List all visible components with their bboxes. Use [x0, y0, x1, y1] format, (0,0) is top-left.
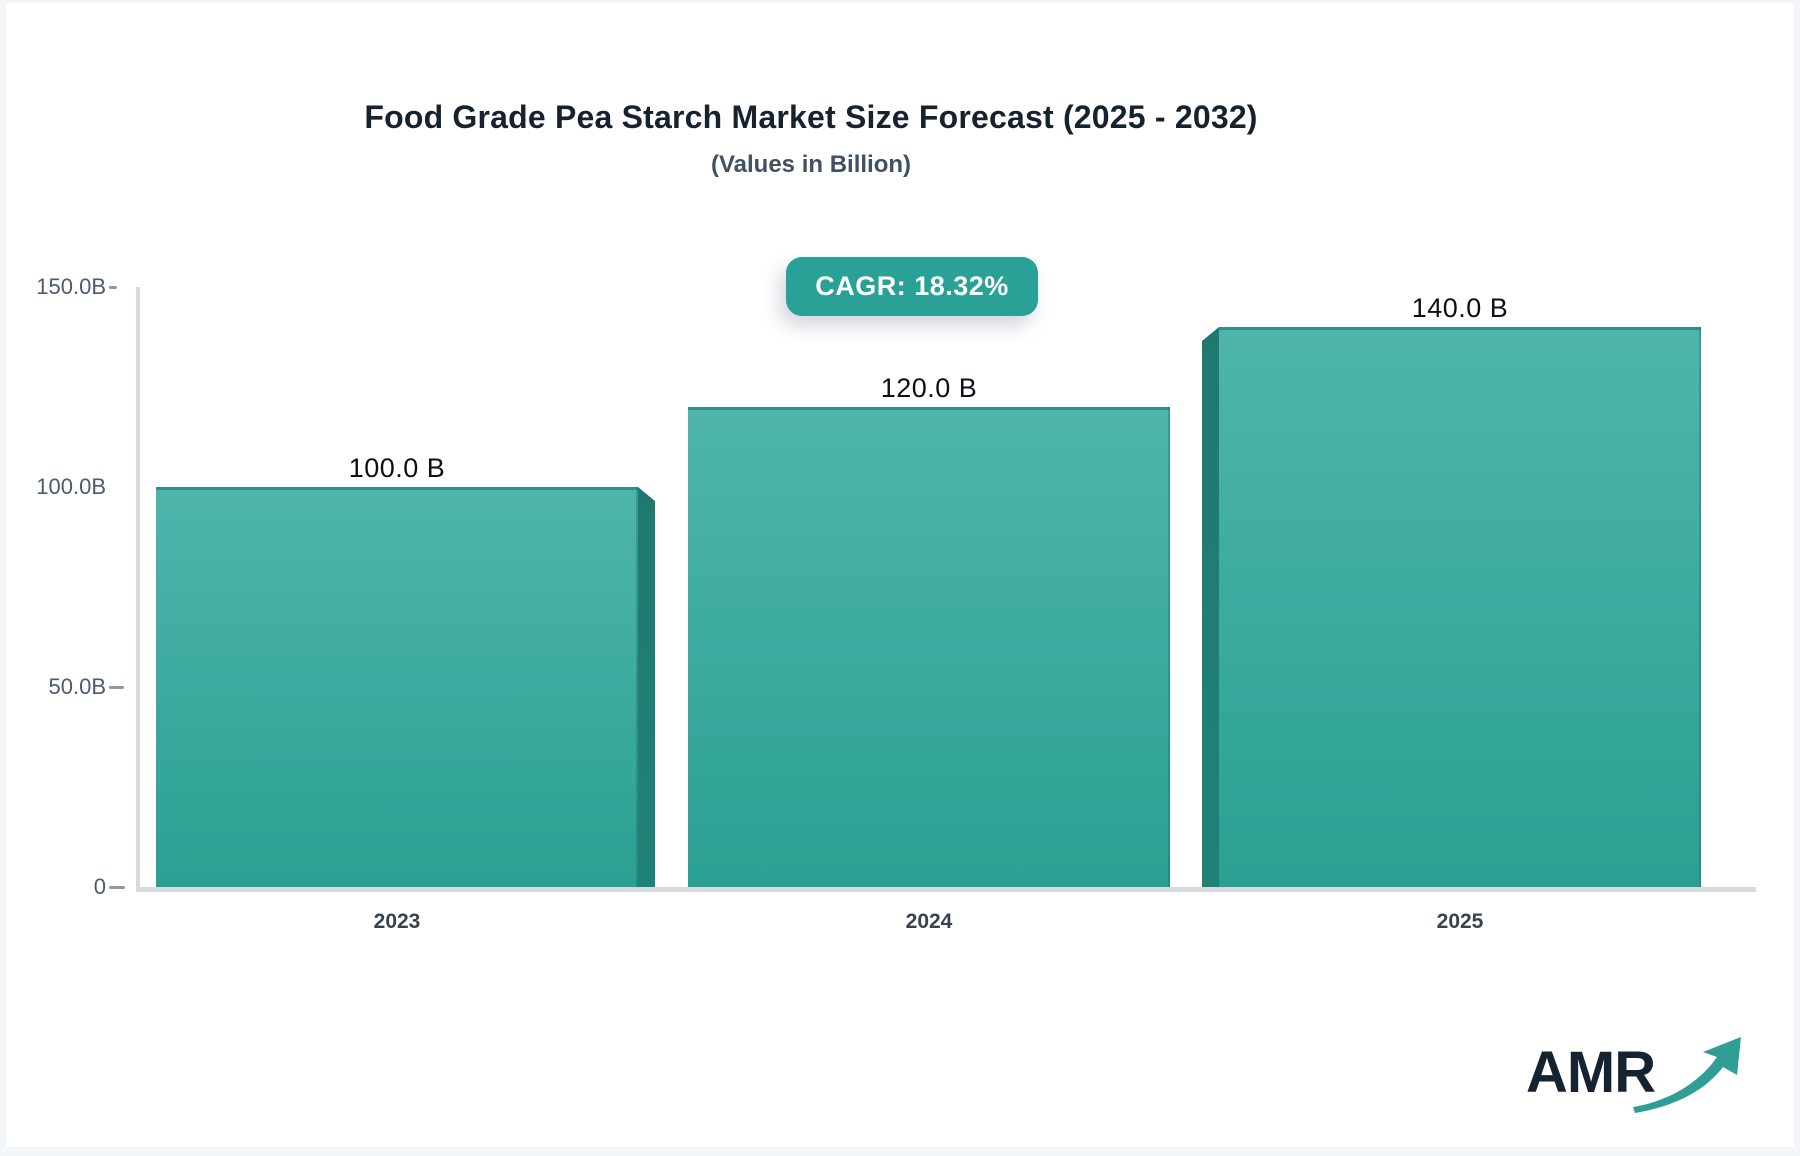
y-axis-tick	[109, 886, 125, 889]
bar-value-label: 120.0 B	[880, 373, 978, 403]
bar-3d-side	[638, 487, 655, 887]
y-axis-label: 150.0B	[36, 274, 106, 299]
amr-logo: AMR	[1526, 1025, 1746, 1121]
bar-3d-side	[1202, 327, 1219, 887]
x-axis-label-2024: 2024	[905, 910, 953, 933]
growth-arrow-icon	[1633, 1037, 1741, 1113]
bar-value-label: 140.0 B	[1411, 293, 1509, 323]
cagr-badge: CAGR: 18.32%	[786, 257, 1038, 316]
y-axis-tick	[109, 286, 117, 289]
y-axis-label: 100.0B	[36, 474, 106, 499]
bar-value-label: 100.0 B	[348, 453, 446, 483]
y-axis-tick	[109, 686, 124, 689]
amr-logo-text: AMR	[1526, 1040, 1656, 1105]
bar-2025	[1219, 327, 1701, 887]
cagr-badge-label: CAGR: 18.32%	[815, 271, 1009, 301]
y-axis-label: 50.0B	[48, 674, 107, 699]
x-axis-label-2025: 2025	[1436, 910, 1484, 933]
chart-title: Food Grade Pea Starch Market Size Foreca…	[364, 99, 1258, 135]
y-axis-line	[136, 287, 140, 892]
chart-subtitle: (Values in Billion)	[710, 151, 912, 178]
x-axis-line	[136, 887, 1756, 892]
bar-2023	[156, 487, 638, 887]
bar-2024	[688, 407, 1170, 887]
y-axis-label: 0	[93, 874, 106, 899]
x-axis-label-2023: 2023	[373, 910, 421, 933]
